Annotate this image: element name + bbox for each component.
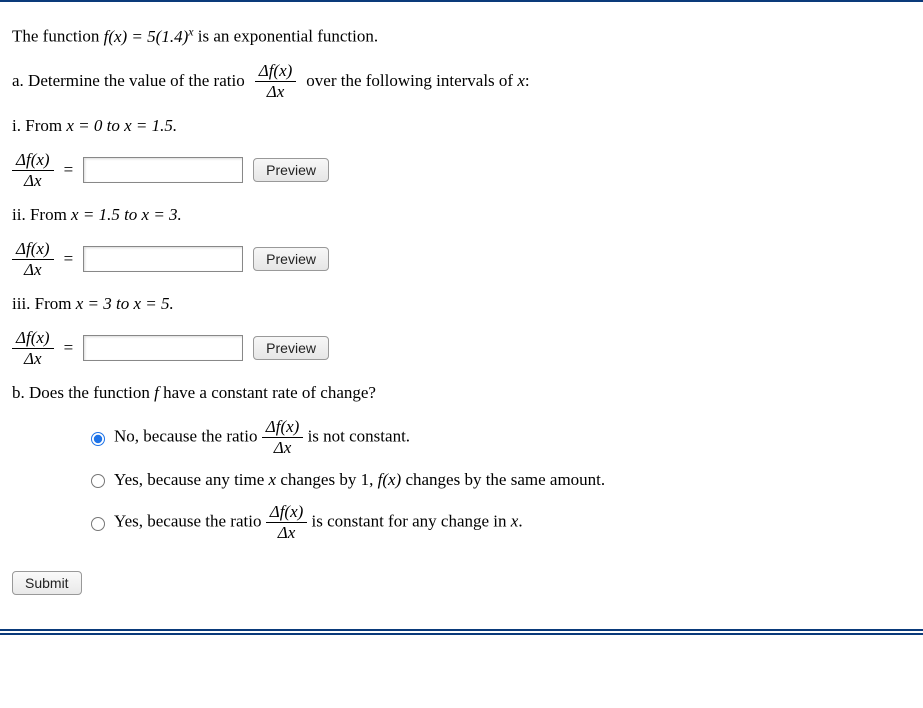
item-i-input[interactable] [83, 157, 243, 183]
part-b: b. Does the function f have a constant r… [12, 383, 911, 403]
submit-button[interactable]: Submit [12, 571, 82, 595]
option-2-radio[interactable] [91, 474, 105, 488]
intro-pre: The function [12, 27, 104, 46]
option-2-label: Yes, because any time x changes by 1, f(… [114, 470, 605, 490]
intro-func: f(x) = 5(1.4)x [104, 27, 194, 46]
item-i-prompt: i. From x = 0 to x = 1.5. [12, 116, 911, 136]
equals-sign: = [64, 249, 74, 269]
part-a: a. Determine the value of the ratio Δf(x… [12, 61, 911, 102]
item-i-frac: Δf(x) Δx [12, 150, 54, 191]
item-iii-row: Δf(x) Δx = Preview [12, 328, 911, 369]
item-i-preview-button[interactable]: Preview [253, 158, 329, 182]
equals-sign: = [64, 338, 74, 358]
item-ii-frac: Δf(x) Δx [12, 239, 54, 280]
item-iii-prompt: iii. From x = 3 to x = 5. [12, 294, 911, 314]
equals-sign: = [64, 160, 74, 180]
item-ii-input[interactable] [83, 246, 243, 272]
question-panel: The function f(x) = 5(1.4)x is an expone… [0, 0, 923, 631]
intro-post: is an exponential function. [198, 27, 378, 46]
option-2[interactable]: Yes, because any time x changes by 1, f(… [86, 470, 911, 490]
option-3-radio[interactable] [91, 517, 105, 531]
part-a-label: a. Determine the value of the ratio [12, 71, 245, 91]
option-1-radio[interactable] [91, 432, 105, 446]
item-i-row: Δf(x) Δx = Preview [12, 150, 911, 191]
item-iii-preview-button[interactable]: Preview [253, 336, 329, 360]
item-ii-prompt: ii. From x = 1.5 to x = 3. [12, 205, 911, 225]
intro-line: The function f(x) = 5(1.4)x is an expone… [12, 24, 911, 47]
option-3[interactable]: Yes, because the ratio Δf(x) Δx is const… [86, 502, 911, 543]
item-ii-row: Δf(x) Δx = Preview [12, 239, 911, 280]
item-iii-frac: Δf(x) Δx [12, 328, 54, 369]
ratio-fraction: Δf(x) Δx [255, 61, 297, 102]
option-1[interactable]: No, because the ratio Δf(x) Δx is not co… [86, 417, 911, 458]
option-3-label: Yes, because the ratio Δf(x) Δx is const… [114, 502, 523, 543]
part-a-post: over the following intervals of x: [306, 71, 529, 91]
item-iii-input[interactable] [83, 335, 243, 361]
item-ii-preview-button[interactable]: Preview [253, 247, 329, 271]
option-1-label: No, because the ratio Δf(x) Δx is not co… [114, 417, 410, 458]
